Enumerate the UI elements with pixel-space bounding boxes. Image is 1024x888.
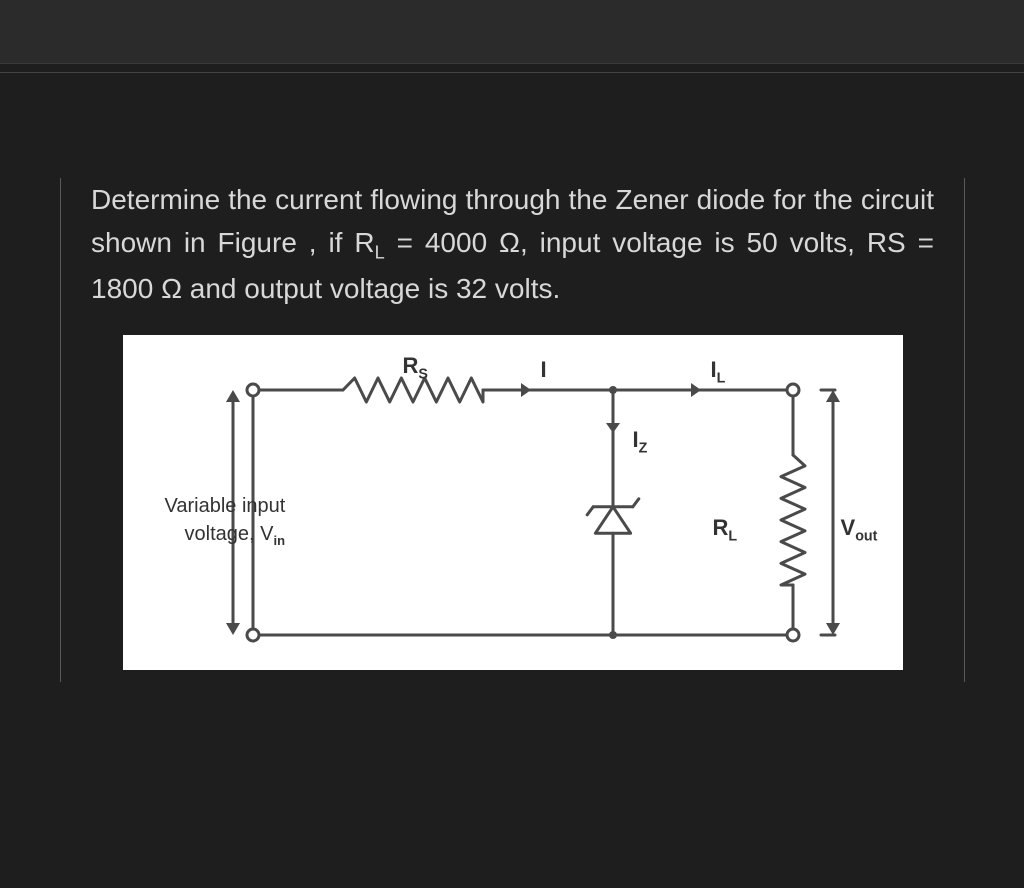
label-il-sub: L <box>717 370 726 386</box>
label-iz: IZ <box>633 427 648 456</box>
label-il: IL <box>711 357 726 386</box>
label-iz-sub: Z <box>639 440 648 456</box>
problem-card: Determine the current flowing through th… <box>60 178 965 682</box>
label-vin-1: Variable input <box>165 495 286 518</box>
label-vin-2-sub: in <box>273 533 285 548</box>
label-vout-sub: out <box>855 528 877 544</box>
label-vin-1-text: Variable input <box>165 495 286 517</box>
circuit-figure: RS I IL IZ RL Variable input voltage, Vi… <box>123 335 903 670</box>
label-rl-sub: L <box>728 528 737 544</box>
label-rs-sub: S <box>418 366 428 382</box>
label-i: I <box>541 357 547 383</box>
label-rs: RS <box>403 353 428 382</box>
label-rl: RL <box>713 515 738 544</box>
label-vin-2-text: voltage, V <box>185 523 274 545</box>
label-i-text: I <box>541 357 547 382</box>
label-vin-2: voltage, Vin <box>185 523 286 548</box>
problem-statement: Determine the current flowing through th… <box>91 178 934 335</box>
topbar-divider <box>0 72 1024 73</box>
label-vout-text: V <box>841 515 856 540</box>
page-root: Determine the current flowing through th… <box>0 0 1024 888</box>
label-rl-text: R <box>713 515 729 540</box>
window-topbar <box>0 0 1024 64</box>
label-rs-text: R <box>403 353 419 378</box>
label-vout: Vout <box>841 515 878 544</box>
problem-text-1-sub: L <box>375 243 385 263</box>
